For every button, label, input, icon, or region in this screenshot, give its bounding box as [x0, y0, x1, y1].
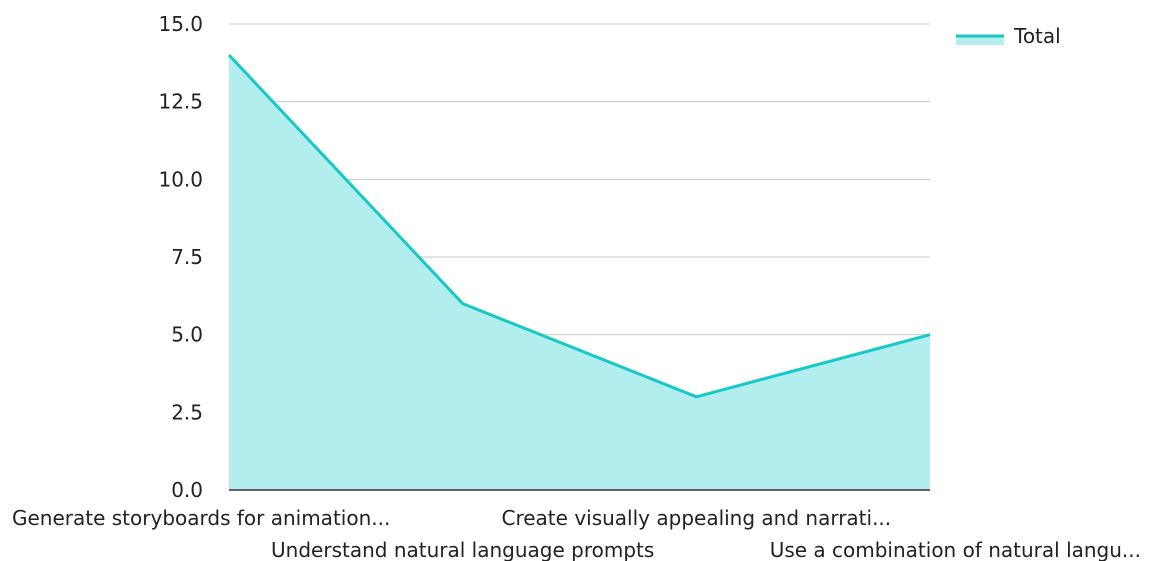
- area-fill-layer: [229, 55, 930, 491]
- x-tick-label: Understand natural language prompts: [271, 538, 654, 561]
- series-line-total: [227, 54, 931, 399]
- series-area-total: [229, 55, 930, 491]
- y-tick-label: 0.0: [171, 478, 203, 502]
- y-tick-label: 2.5: [171, 400, 203, 424]
- y-axis-ticks: 0.0 2.5 5.0 7.5 10.0 12.5 15.0: [158, 12, 203, 502]
- x-tick-label: Use a combination of natural langu...: [770, 538, 1141, 561]
- x-tick-label: Create visually appealing and narrati...: [502, 506, 892, 530]
- y-tick-label: 10.0: [158, 167, 203, 191]
- legend-swatch-fill: [956, 35, 1004, 45]
- series-line-layer: [227, 54, 931, 399]
- legend: Total: [956, 24, 1061, 48]
- y-tick-label: 12.5: [158, 90, 203, 114]
- legend-label-total: Total: [1013, 24, 1061, 48]
- y-tick-label: 5.0: [171, 323, 203, 347]
- y-tick-label: 7.5: [171, 245, 203, 269]
- x-tick-label: Generate storyboards for animation...: [12, 506, 390, 530]
- x-axis-ticks: Generate storyboards for animation... Und…: [12, 506, 1141, 561]
- y-tick-label: 15.0: [158, 12, 203, 36]
